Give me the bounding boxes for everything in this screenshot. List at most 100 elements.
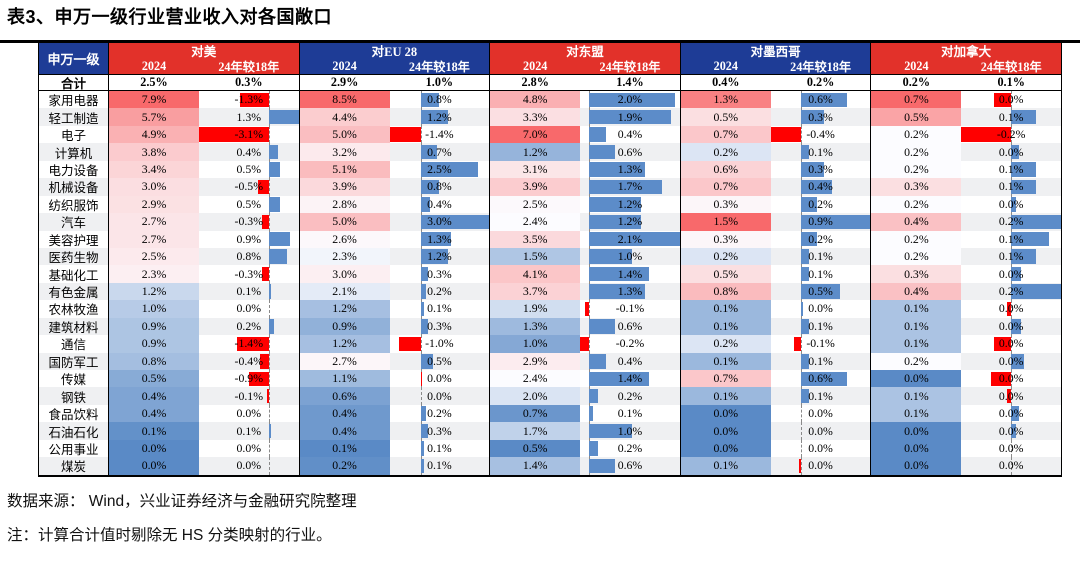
delta-cell: -0.5% xyxy=(199,178,299,196)
exposure-2024-cell: 3.1% xyxy=(489,160,581,179)
exposure-2024-cell: 4.4% xyxy=(298,108,390,126)
negative-delta-bar xyxy=(237,336,270,352)
delta-cell: -0.2% xyxy=(961,125,1061,144)
delta-cell: 0.3% xyxy=(770,160,871,179)
positive-delta-bar xyxy=(588,214,641,229)
positive-delta-bar xyxy=(421,197,431,212)
delta-value: 1.3% xyxy=(617,284,643,299)
delta-value: 0.2% xyxy=(427,406,452,421)
positive-delta-bar xyxy=(588,179,663,195)
negative-delta-bar xyxy=(260,354,270,369)
bar-axis-line xyxy=(588,335,590,353)
positive-delta-bar xyxy=(1011,319,1022,334)
positive-delta-bar xyxy=(421,162,478,177)
bar-axis-line xyxy=(269,300,271,318)
delta-cell: 2.5% xyxy=(389,160,490,179)
exposure-2024-cell: 2.7% xyxy=(108,230,199,248)
delta-cell: -1.4% xyxy=(199,335,299,353)
exposure-2024-cell: 1.0% xyxy=(489,335,581,353)
delta-cell: 0.1% xyxy=(770,143,871,161)
exposure-2024-cell: 2.1% xyxy=(298,282,390,301)
delta-value: 0.0% xyxy=(998,458,1024,473)
total-value-cell: 2.5% xyxy=(108,74,199,91)
exposure-2024-cell: 0.1% xyxy=(679,317,771,336)
positive-delta-bar xyxy=(269,319,274,334)
bar-axis-line xyxy=(269,178,271,196)
exposure-2024-cell: 7.9% xyxy=(108,91,199,109)
positive-delta-bar xyxy=(588,109,672,125)
sub-header-cell: 24年较18年 xyxy=(770,58,871,74)
delta-value: 0.7% xyxy=(427,144,452,159)
positive-delta-bar xyxy=(421,266,429,282)
delta-cell: -1.0% xyxy=(389,335,490,353)
delta-cell: 0.0% xyxy=(961,352,1061,370)
exposure-2024-cell: 0.2% xyxy=(870,230,962,248)
delta-cell: 3.0% xyxy=(389,213,490,231)
delta-cell: 0.1% xyxy=(389,457,490,475)
delta-cell: 0.1% xyxy=(770,387,871,405)
exposure-2024-cell: 0.2% xyxy=(870,247,962,266)
exposure-2024-cell: 3.9% xyxy=(489,178,581,196)
delta-cell: -0.3% xyxy=(199,265,299,283)
delta-cell: -0.1% xyxy=(199,387,299,405)
delta-value: 0.1% xyxy=(236,284,262,299)
delta-value: 0.4% xyxy=(236,144,262,159)
sub-header-cell: 24年较18年 xyxy=(389,58,490,74)
industry-label: 计算机 xyxy=(39,143,108,161)
positive-delta-bar xyxy=(269,162,281,177)
exposure-2024-cell: 2.4% xyxy=(489,370,581,388)
delta-value: 1.3% xyxy=(427,231,452,246)
country-header-5: 对加拿大 xyxy=(870,43,1061,58)
bar-axis-line xyxy=(1011,91,1013,109)
delta-cell: 0.1% xyxy=(770,317,871,336)
exposure-2024-cell: 1.2% xyxy=(108,282,199,301)
exposure-2024-cell: 0.0% xyxy=(870,457,962,475)
delta-value: 3.0% xyxy=(427,214,452,229)
delta-cell: 0.1% xyxy=(961,247,1061,266)
bar-axis-line xyxy=(421,387,423,405)
exposure-2024-cell: 0.0% xyxy=(108,439,199,458)
exposure-table: 申万一级 对美 2024 24年较18年 对EU 28 2024 24年较18年 对东盟 202… xyxy=(38,43,1062,477)
industry-label: 公用事业 xyxy=(39,439,108,458)
delta-cell: -0.2% xyxy=(580,335,680,353)
positive-delta-bar xyxy=(801,162,825,177)
delta-cell: 0.0% xyxy=(199,404,299,423)
delta-cell: 0.2% xyxy=(961,213,1061,231)
positive-delta-bar xyxy=(801,179,833,195)
exposure-2024-cell: 1.2% xyxy=(298,300,390,318)
total-value-cell: 0.3% xyxy=(199,74,299,91)
exposure-2024-cell: 0.5% xyxy=(679,265,771,283)
exposure-2024-cell: 0.2% xyxy=(870,160,962,179)
sub-header-cell: 24年较18年 xyxy=(199,58,299,74)
delta-cell: 0.0% xyxy=(770,457,871,475)
positive-delta-bar xyxy=(801,319,810,334)
exposure-2024-cell: 3.0% xyxy=(108,178,199,196)
exposure-2024-cell: 0.1% xyxy=(298,439,390,458)
delta-value: 1.2% xyxy=(427,109,452,124)
delta-cell: 1.2% xyxy=(580,213,680,231)
exposure-2024-cell: 0.0% xyxy=(870,370,962,388)
delta-value: 0.0% xyxy=(427,371,452,386)
positive-delta-bar xyxy=(269,249,288,264)
exposure-2024-cell: 0.8% xyxy=(679,282,771,301)
positive-delta-bar xyxy=(269,423,272,439)
row-header-cell: 申万一级 xyxy=(39,43,108,74)
delta-cell: 0.0% xyxy=(961,300,1061,318)
positive-delta-bar xyxy=(801,197,817,212)
delta-cell: 1.3% xyxy=(199,108,299,126)
delta-value: 0.8% xyxy=(427,179,452,194)
positive-delta-bar xyxy=(1011,162,1037,177)
industry-label: 基础化工 xyxy=(39,265,108,283)
exposure-2024-cell: 0.4% xyxy=(108,387,199,405)
country-header-3: 对东盟 xyxy=(489,43,680,58)
delta-value: 0.2% xyxy=(808,196,833,211)
delta-cell: 2.1% xyxy=(580,230,680,248)
country-header-1: 对美 xyxy=(108,43,299,58)
delta-cell: 0.1% xyxy=(389,300,490,318)
bar-axis-line xyxy=(801,404,803,423)
delta-cell: 0.2% xyxy=(389,282,490,301)
bar-axis-line xyxy=(801,335,803,353)
positive-delta-bar xyxy=(801,92,848,107)
delta-cell: -1.3% xyxy=(199,91,299,109)
exposure-2024-cell: 1.3% xyxy=(679,91,771,109)
